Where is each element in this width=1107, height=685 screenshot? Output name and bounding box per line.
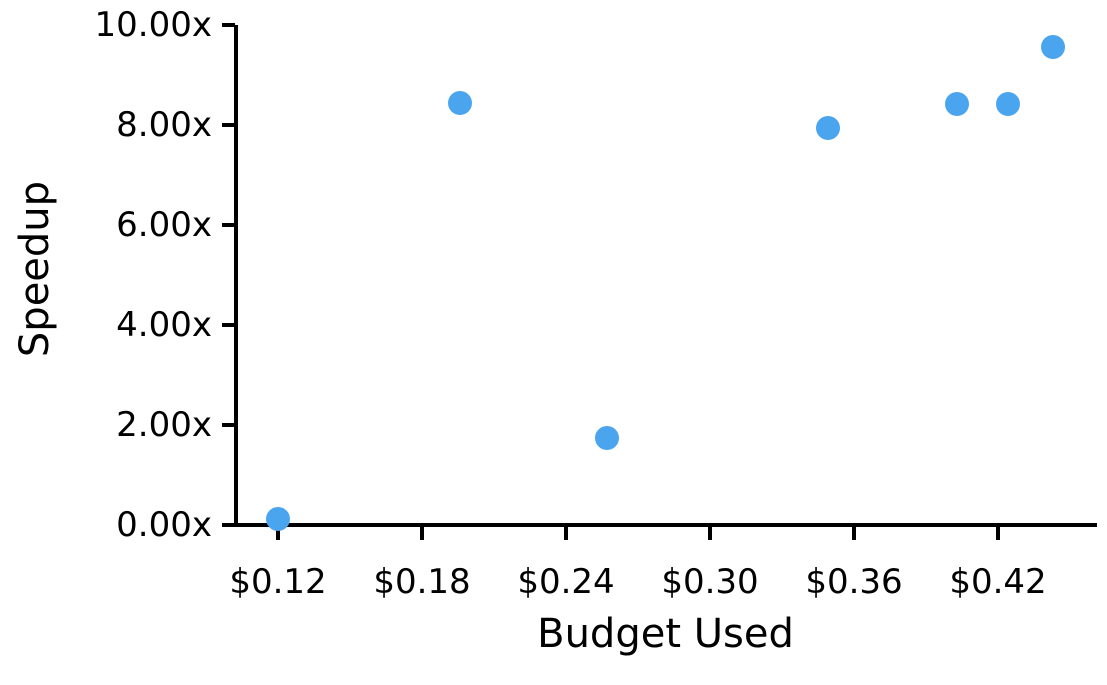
x-tick-label: $0.30 [661, 562, 759, 602]
x-tick-label: $0.12 [229, 562, 327, 602]
data-point-marker [995, 92, 1020, 116]
y-tick-mark [222, 423, 235, 427]
x-tick-label: $0.42 [949, 562, 1047, 602]
y-axis-spine [234, 25, 238, 527]
x-tick-mark [996, 527, 1000, 540]
y-tick-mark [222, 23, 235, 27]
x-tick-label: $0.24 [517, 562, 615, 602]
x-axis-spine [234, 523, 1097, 527]
x-tick-label: $0.36 [805, 562, 903, 602]
y-tick-label: 0.00x [116, 505, 212, 545]
y-axis-title: Speedup [12, 180, 58, 358]
x-axis-title: Budget Used [537, 611, 794, 657]
x-tick-mark [708, 527, 712, 540]
data-point-marker [945, 92, 970, 116]
data-point-marker [594, 426, 619, 450]
y-tick-mark [222, 223, 235, 227]
y-tick-label: 6.00x [116, 205, 212, 245]
y-tick-label: 4.00x [116, 305, 212, 345]
data-point-marker [815, 116, 840, 140]
data-point-marker [448, 91, 473, 115]
y-tick-label: 8.00x [116, 105, 212, 145]
y-tick-label: 10.00x [94, 5, 212, 45]
x-tick-mark [420, 527, 424, 540]
x-tick-mark [276, 527, 280, 540]
x-tick-mark [852, 527, 856, 540]
y-tick-mark [222, 523, 235, 527]
y-tick-mark [222, 323, 235, 327]
y-tick-label: 2.00x [116, 405, 212, 445]
x-tick-mark [564, 527, 568, 540]
y-tick-mark [222, 123, 235, 127]
data-point-marker [266, 507, 290, 531]
data-point-marker [1041, 35, 1066, 59]
x-tick-label: $0.18 [373, 562, 471, 602]
